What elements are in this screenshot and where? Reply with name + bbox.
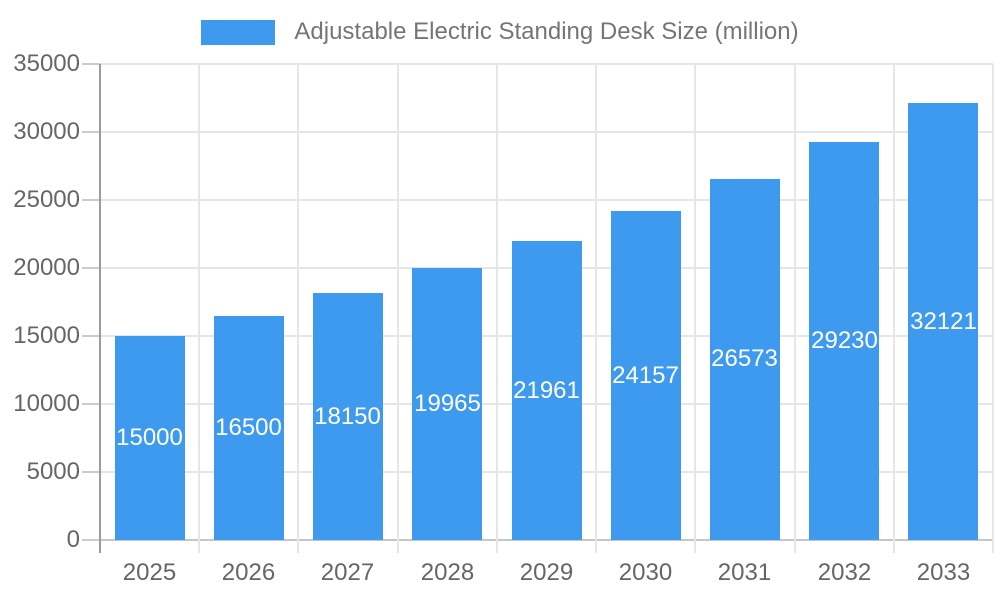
x-axis-label: 2026 xyxy=(221,559,276,586)
x-axis-tick xyxy=(893,540,895,553)
y-axis-label: 20000 xyxy=(13,254,80,281)
y-axis-label: 0 xyxy=(66,526,80,553)
y-axis-label: 10000 xyxy=(13,390,80,417)
bar-2029[interactable] xyxy=(512,241,582,540)
y-axis-tick xyxy=(82,199,100,201)
x-axis-label: 2028 xyxy=(420,559,475,586)
y-axis-tick xyxy=(82,335,100,337)
x-axis-tick xyxy=(496,540,498,553)
bar-2028[interactable] xyxy=(412,268,482,540)
y-gridline xyxy=(100,63,993,65)
bar-value-label: 15000 xyxy=(116,424,183,451)
y-axis-tick xyxy=(82,471,100,473)
x-axis-tick xyxy=(992,540,994,553)
x-gridline xyxy=(694,64,696,540)
legend-label[interactable]: Adjustable Electric Standing Desk Size (… xyxy=(294,18,799,45)
x-gridline xyxy=(595,64,597,540)
y-axis-line xyxy=(99,64,101,540)
x-gridline xyxy=(992,64,994,540)
bar-2032[interactable] xyxy=(809,142,879,540)
x-axis-label: 2031 xyxy=(717,559,772,586)
legend-swatch[interactable] xyxy=(201,19,276,45)
x-axis-tick xyxy=(99,540,101,553)
y-axis-tick xyxy=(82,539,100,541)
y-axis-tick xyxy=(82,131,100,133)
y-axis-label: 5000 xyxy=(26,458,80,485)
x-axis-baseline xyxy=(100,539,993,541)
x-gridline xyxy=(297,64,299,540)
y-gridline xyxy=(100,199,993,201)
x-axis-tick xyxy=(595,540,597,553)
bar-2031[interactable] xyxy=(710,179,780,540)
bar-value-label: 16500 xyxy=(215,414,282,441)
y-axis-tick xyxy=(82,403,100,405)
bar-value-label: 19965 xyxy=(414,390,481,417)
x-axis-label: 2032 xyxy=(817,559,872,586)
x-axis-label: 2027 xyxy=(320,559,375,586)
x-axis-tick xyxy=(694,540,696,553)
y-axis-label: 15000 xyxy=(13,322,80,349)
x-gridline xyxy=(794,64,796,540)
x-gridline xyxy=(397,64,399,540)
bar-value-label: 29230 xyxy=(811,327,878,354)
bar-value-label: 26573 xyxy=(711,345,778,372)
bar-value-label: 32121 xyxy=(910,308,977,335)
y-axis-label: 25000 xyxy=(13,186,80,213)
x-axis-tick xyxy=(397,540,399,553)
bar-value-label: 24157 xyxy=(612,362,679,389)
x-axis-label: 2030 xyxy=(618,559,673,586)
x-axis-tick xyxy=(198,540,200,553)
bar-2026[interactable] xyxy=(214,316,284,540)
legend: Adjustable Electric Standing Desk Size (… xyxy=(0,15,1000,49)
y-axis-tick xyxy=(82,267,100,269)
x-gridline xyxy=(496,64,498,540)
bar-2025[interactable] xyxy=(115,336,185,540)
x-axis-label: 2029 xyxy=(519,559,574,586)
y-gridline xyxy=(100,131,993,133)
x-gridline xyxy=(198,64,200,540)
x-axis-tick xyxy=(297,540,299,553)
y-axis-label: 35000 xyxy=(13,50,80,77)
x-axis-label: 2033 xyxy=(916,559,971,586)
bar-value-label: 21961 xyxy=(513,377,580,404)
x-gridline xyxy=(893,64,895,540)
bar-value-label: 18150 xyxy=(314,403,381,430)
x-axis-label: 2025 xyxy=(122,559,177,586)
y-axis-label: 30000 xyxy=(13,118,80,145)
y-axis-tick xyxy=(82,63,100,65)
bar-2027[interactable] xyxy=(313,293,383,540)
bar-2030[interactable] xyxy=(611,211,681,540)
x-axis-tick xyxy=(794,540,796,553)
bar-2033[interactable] xyxy=(908,103,978,540)
